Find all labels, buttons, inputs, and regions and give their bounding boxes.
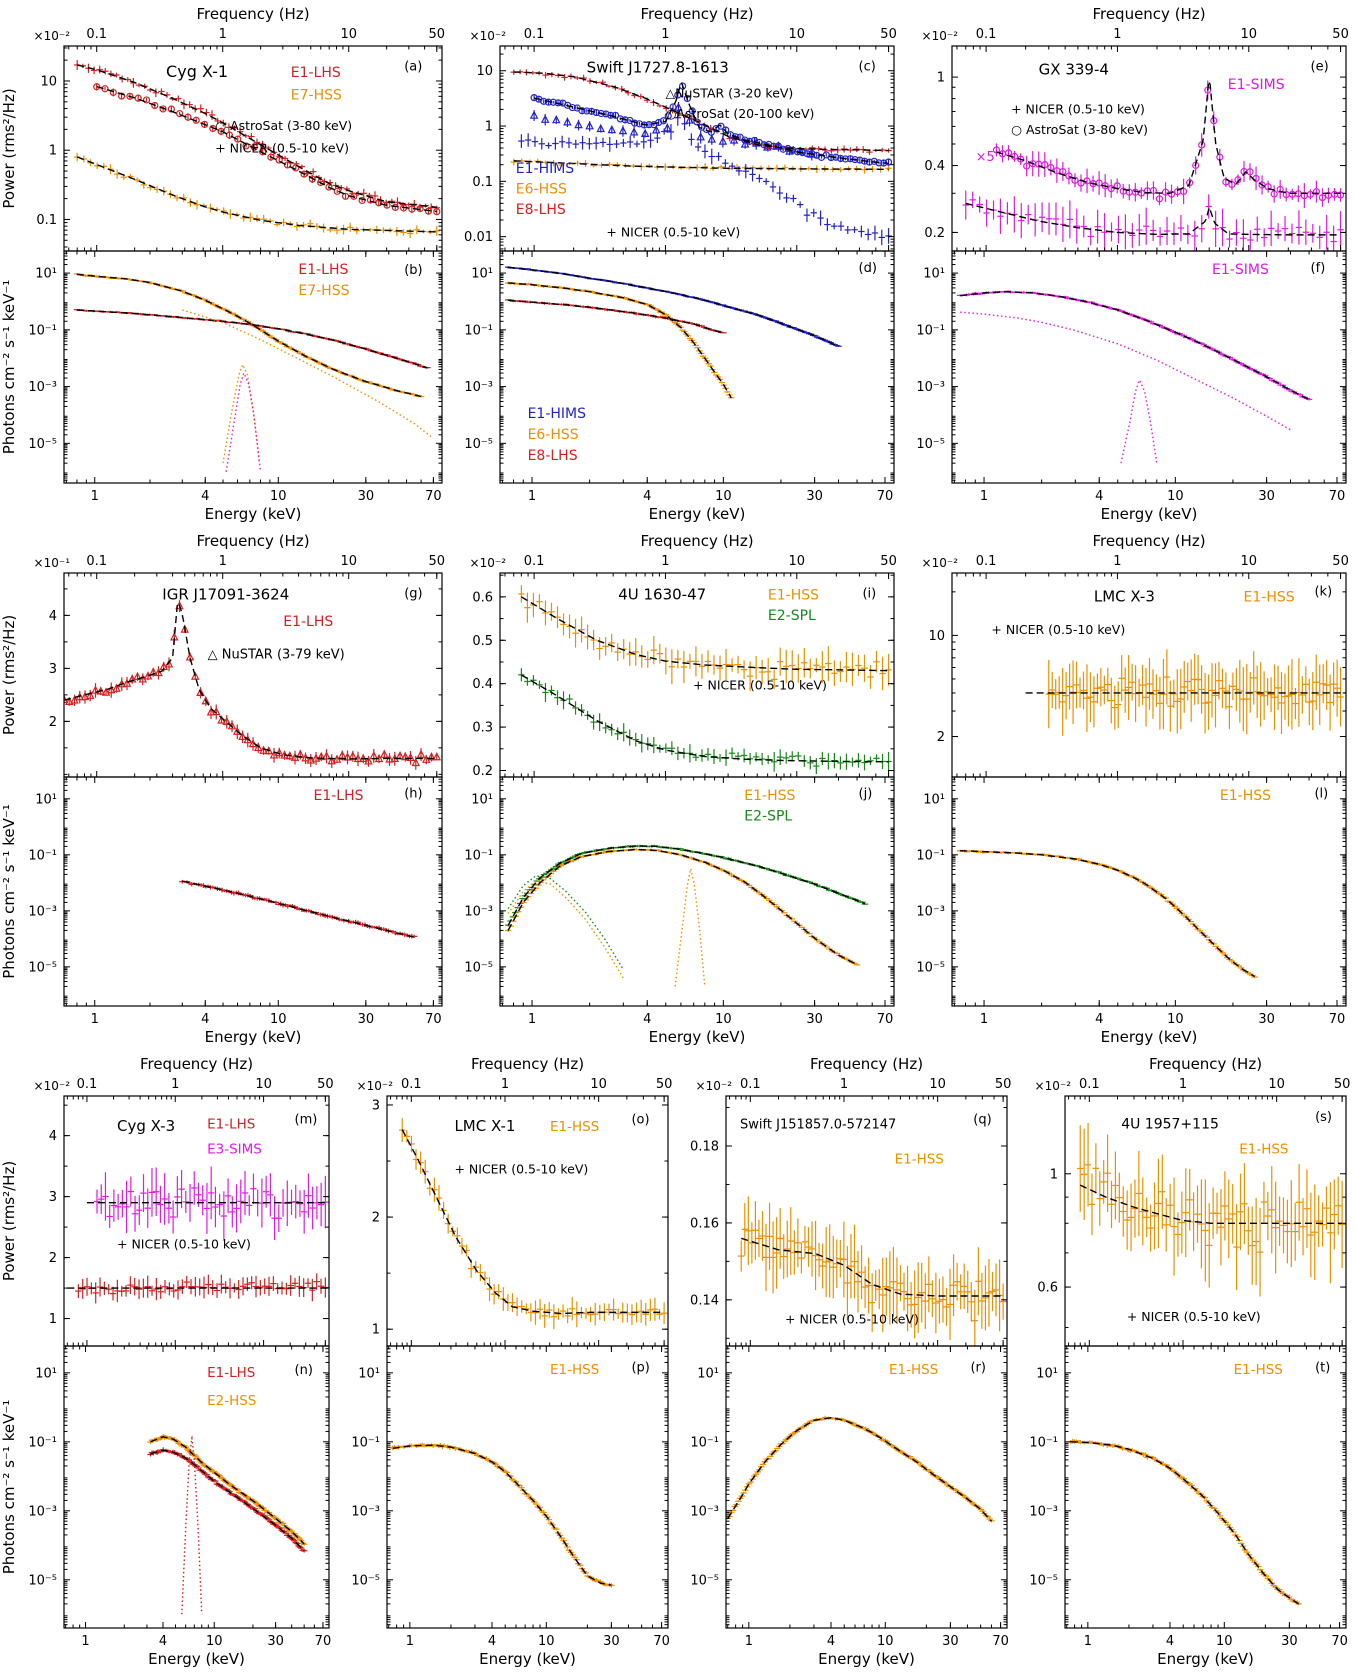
panel-pair-lmc-x1 (339, 1050, 678, 1672)
figure-row-1 (0, 0, 1356, 527)
figure-row-3 (0, 1050, 1356, 1672)
panel-pair-gx-339-4 (904, 0, 1356, 527)
panel-pair-4u-1630-47 (452, 527, 904, 1050)
chart-canvas-swift-j151857 (678, 1050, 1017, 1672)
chart-canvas-cyg-x3 (0, 1050, 339, 1672)
panel-pair-swift-j1727 (452, 0, 904, 527)
figure-row-2 (0, 527, 1356, 1050)
chart-canvas-cyg-x1 (0, 0, 452, 527)
panel-pair-cyg-x3 (0, 1050, 339, 1672)
chart-canvas-gx-339-4 (904, 0, 1356, 527)
chart-canvas-4u-1957 (1017, 1050, 1356, 1672)
chart-canvas-4u-1630-47 (452, 527, 904, 1050)
chart-canvas-swift-j1727 (452, 0, 904, 527)
panel-pair-swift-j151857 (678, 1050, 1017, 1672)
chart-canvas-igr-j17091 (0, 527, 452, 1050)
panel-pair-lmc-x3 (904, 527, 1356, 1050)
panel-pair-cyg-x1 (0, 0, 452, 527)
chart-canvas-lmc-x3 (904, 527, 1356, 1050)
panel-pair-4u-1957 (1017, 1050, 1356, 1672)
chart-canvas-lmc-x1 (339, 1050, 678, 1672)
panel-pair-igr-j17091 (0, 527, 452, 1050)
